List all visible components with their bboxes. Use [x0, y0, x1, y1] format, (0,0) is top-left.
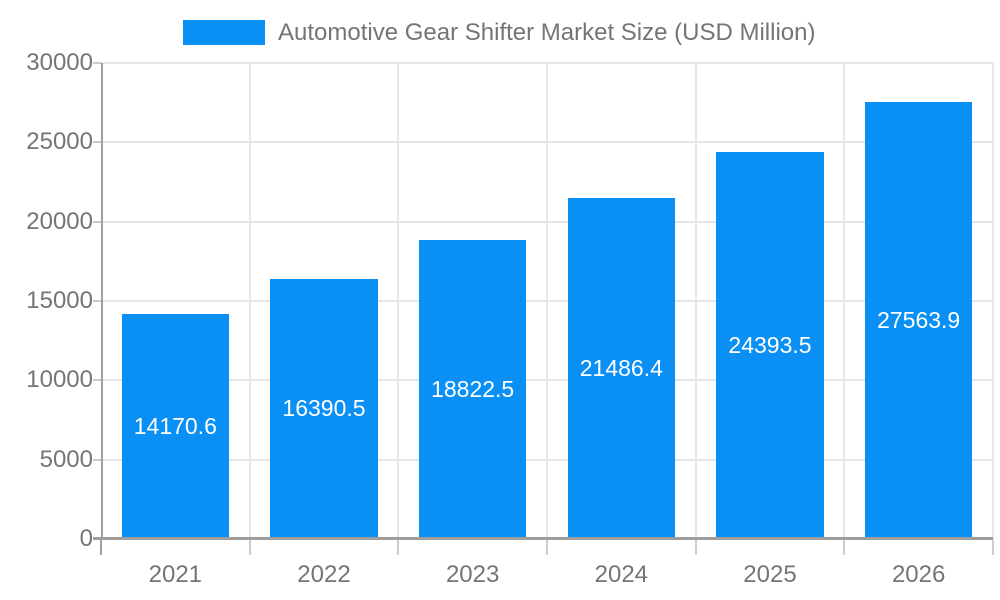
- x-tick-mark: [248, 540, 251, 555]
- y-axis-line: [101, 63, 103, 539]
- y-tick-mark: [93, 379, 101, 382]
- bar-value-label: 27563.9: [877, 306, 961, 333]
- v-gridline: [248, 63, 251, 539]
- x-axis-line: [93, 537, 993, 540]
- x-tick-mark: [100, 540, 102, 555]
- v-gridline: [992, 63, 994, 539]
- y-tick-mark: [93, 300, 101, 302]
- x-tick-mark: [992, 540, 994, 555]
- y-tick-label: 10000: [26, 366, 93, 394]
- x-tick-label: 2025: [743, 561, 797, 588]
- y-tick-label: 0: [79, 525, 93, 552]
- bar: 16390.5: [270, 278, 378, 539]
- x-tick-mark: [397, 540, 400, 555]
- x-tick-label: 2021: [148, 561, 203, 588]
- bar-value-label: 14170.6: [133, 413, 217, 440]
- y-tick-label: 5000: [39, 445, 93, 473]
- y-tick-mark: [93, 62, 101, 64]
- y-tick-label: 30000: [26, 49, 93, 76]
- bar: 18822.5: [419, 240, 527, 539]
- bar: 21486.4: [567, 198, 675, 539]
- bar-value-label: 24393.5: [728, 331, 812, 358]
- x-tick-label: 2022: [297, 561, 351, 588]
- v-gridline: [546, 63, 548, 539]
- legend-label: Automotive Gear Shifter Market Size (USD…: [278, 18, 816, 46]
- v-gridline: [843, 63, 846, 539]
- x-tick-label: 2024: [594, 561, 649, 588]
- bar-value-label: 21486.4: [579, 355, 663, 382]
- y-tick-label: 25000: [26, 128, 93, 156]
- y-tick-mark: [93, 458, 101, 461]
- bar-value-label: 18822.5: [431, 376, 515, 403]
- v-gridline: [397, 63, 400, 539]
- x-tick-mark: [546, 540, 548, 555]
- bar-value-label: 16390.5: [282, 395, 366, 422]
- x-tick-mark: [694, 540, 697, 555]
- x-tick-label: 2026: [891, 561, 946, 588]
- chart-legend: Automotive Gear Shifter Market Size (USD…: [183, 18, 816, 46]
- y-tick-label: 20000: [26, 207, 93, 235]
- v-gridline: [694, 63, 697, 539]
- legend-swatch-icon: [183, 20, 265, 45]
- y-tick-mark: [93, 141, 101, 144]
- bar: 14170.6: [121, 314, 229, 539]
- plot-area: 14170.6 16390.5 18822.5 21486.4 24393.5 27563…: [93, 62, 994, 555]
- x-tick-label: 2023: [445, 561, 500, 588]
- y-tick-label: 15000: [26, 287, 93, 314]
- x-tick-mark: [843, 540, 846, 555]
- y-tick-mark: [93, 220, 101, 223]
- bar: 27563.9: [865, 101, 973, 539]
- bar: 24393.5: [716, 151, 824, 539]
